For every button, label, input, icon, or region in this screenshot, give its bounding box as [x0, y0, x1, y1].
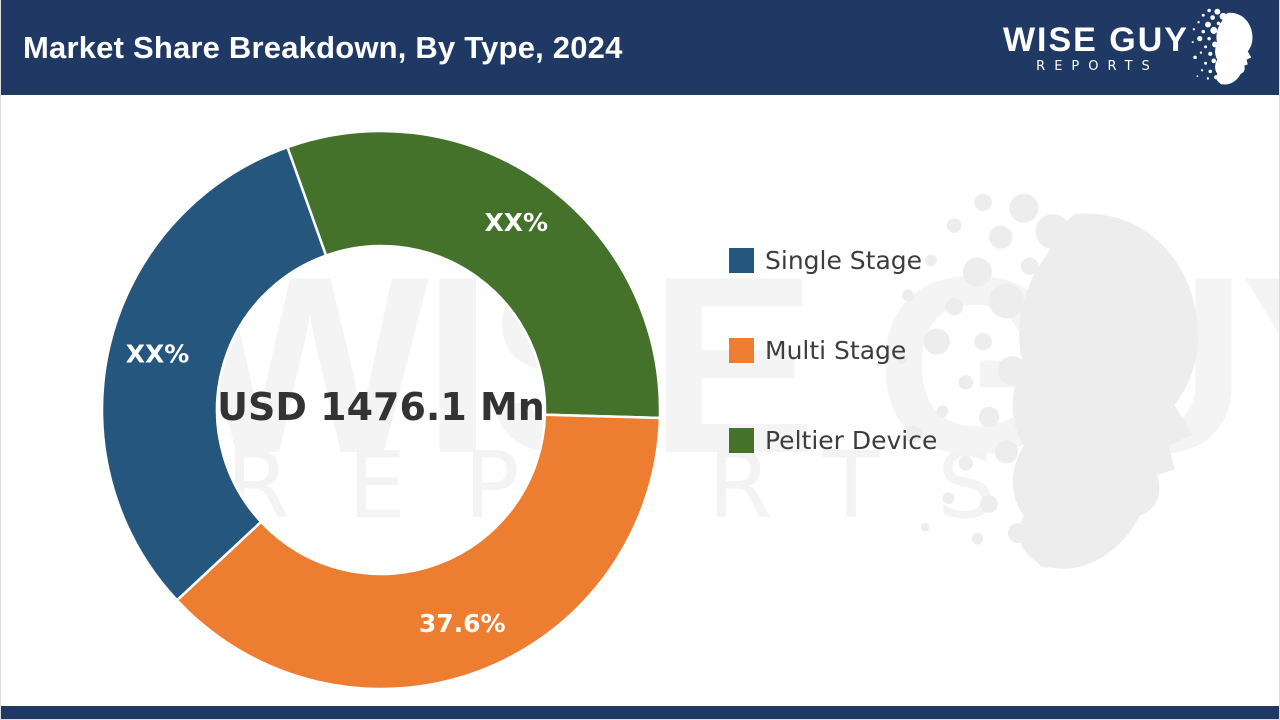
slice-label-peltier-device: XX%	[484, 208, 548, 237]
header-bar: Market Share Breakdown, By Type, 2024 WI…	[1, 0, 1279, 95]
page-title: Market Share Breakdown, By Type, 2024	[23, 29, 623, 65]
wise-guy-reports-logo: WISE GUY REPORTS	[1003, 7, 1259, 89]
legend-swatch-single-stage	[729, 247, 754, 273]
donut-slice-single-stage	[101, 145, 328, 603]
slice-label-single-stage: XX%	[126, 340, 190, 369]
legend-label: Multi Stage	[765, 335, 907, 365]
donut-slice-peltier-device	[285, 130, 661, 420]
legend-item-multi-stage: Multi Stage	[729, 335, 937, 365]
legend-swatch-peltier-device	[729, 427, 754, 453]
logo-wordmark: WISE GUY	[1002, 20, 1189, 59]
dotted-face-icon	[1191, 8, 1253, 84]
legend-item-single-stage: Single Stage	[729, 245, 937, 275]
legend-swatch-multi-stage	[729, 337, 754, 363]
legend-label: Single Stage	[765, 245, 923, 275]
donut-slice-multi-stage	[175, 413, 661, 690]
logo-subtitle: REPORTS	[1036, 58, 1159, 74]
legend-item-peltier-device: Peltier Device	[729, 425, 938, 455]
chart-center-value: USD 1476.1 Mn	[217, 385, 545, 429]
logo-text: WISE GUY REPORTS	[1003, 23, 1189, 73]
chart-legend: Single Stage Multi Stage Peltier Device	[729, 246, 937, 516]
slice-label-multi-stage: 37.6%	[419, 609, 506, 638]
legend-label: Peltier Device	[765, 425, 938, 455]
footer-bar	[1, 706, 1279, 719]
watermark-face-icon	[896, 193, 1198, 569]
donut-chart: XX% 37.6% XX%	[101, 130, 661, 690]
